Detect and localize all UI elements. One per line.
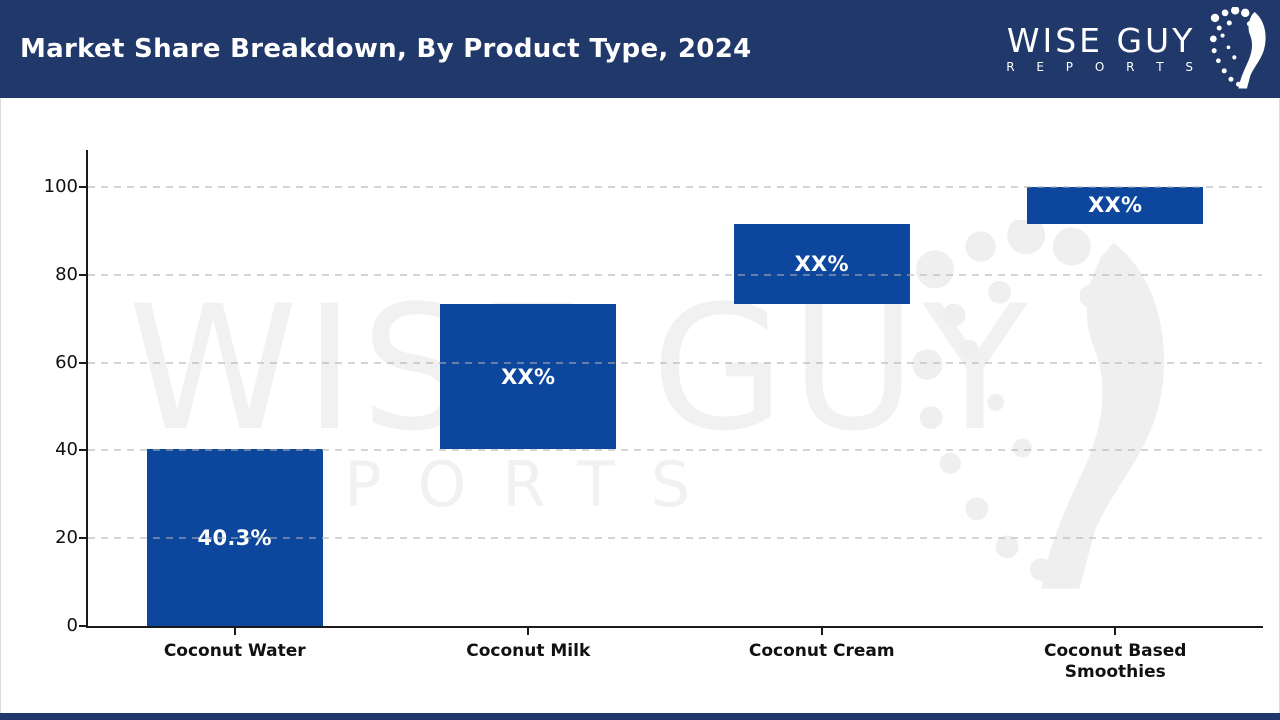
- logo-face-icon: [1209, 7, 1266, 89]
- y-tick-label-60: 60: [55, 351, 78, 373]
- bar-coconut-milk: XX%: [440, 304, 617, 450]
- y-axis-line: [86, 150, 88, 628]
- gridline-100: [88, 186, 1262, 188]
- gridline-20: [88, 537, 1262, 540]
- gridline-40: [88, 449, 1262, 452]
- y-tick-mark-20: [79, 537, 87, 540]
- x-category-label-coconut-water: Coconut Water: [163, 641, 306, 661]
- x-tick-mark-coconut-cream: [820, 628, 823, 635]
- bar-coconut-based-smoothies: XX%: [1027, 187, 1204, 224]
- y-tick-mark-60: [79, 361, 87, 364]
- y-tick-mark-0: [79, 625, 87, 627]
- y-tick-label-100: 100: [43, 176, 78, 197]
- header-bar: Market Share Breakdown, By Product Type,…: [0, 0, 1280, 98]
- x-category-label-coconut-milk: Coconut Milk: [466, 641, 591, 661]
- y-tick-label-80: 80: [55, 263, 78, 285]
- gridline-80: [88, 273, 1262, 276]
- y-tick-label-40: 40: [55, 439, 78, 461]
- footer-bar: [0, 713, 1280, 720]
- x-category-label-coconut-cream: Coconut Cream: [748, 641, 895, 661]
- x-tick-mark-coconut-based-smoothies: [1114, 628, 1117, 635]
- x-category-label-coconut-based-smoothies: Coconut Based Smoothies: [1044, 641, 1187, 683]
- logo-wordmark: WISE GUY: [1006, 20, 1196, 60]
- y-tick-mark-80: [79, 273, 87, 276]
- bar-value-label-coconut-milk: XX%: [501, 364, 556, 389]
- x-tick-mark-coconut-milk: [527, 628, 530, 635]
- x-axis-line: [86, 626, 1263, 628]
- gridline-60: [88, 361, 1262, 364]
- logo-text: WISE GUY R E P O R T S: [1000, 20, 1202, 75]
- y-tick-mark-100: [79, 186, 87, 188]
- logo-subtitle: R E P O R T S: [1006, 60, 1202, 75]
- y-tick-label-20: 20: [55, 527, 78, 549]
- y-tick-mark-40: [79, 449, 87, 452]
- bar-value-label-coconut-cream: XX%: [794, 252, 849, 277]
- bar-coconut-cream: XX%: [733, 223, 910, 305]
- watermark-face-icon: [912, 220, 1165, 589]
- y-tick-label-0: 0: [66, 615, 78, 636]
- wise-guy-logo: WISE GUY R E P O R T S: [1000, 4, 1268, 94]
- page-title: Market Share Breakdown, By Product Type,…: [20, 34, 752, 64]
- bar-value-label-coconut-based-smoothies: XX%: [1088, 193, 1143, 218]
- x-tick-mark-coconut-water: [233, 628, 236, 635]
